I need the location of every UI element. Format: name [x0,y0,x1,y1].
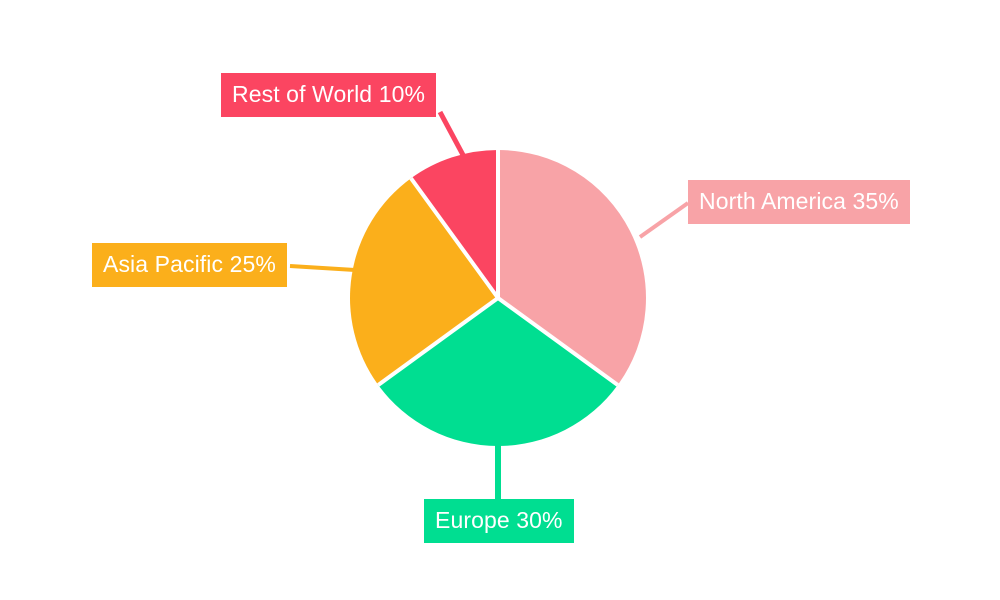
pie-slice-rest-of-world[interactable] [411,150,498,298]
pie-slices [350,150,646,446]
pie-label-rest-of-world[interactable]: Rest of World 10% [221,73,437,117]
slice-separators [377,150,619,387]
pie-label-asia-pacific[interactable]: Asia Pacific 25% [92,243,287,287]
separator-sw [377,296,500,387]
leader-line-asia-pacific [289,264,356,272]
leader-line-north-america [638,201,690,239]
separator-ne [496,296,619,387]
pie-slice-asia-pacific[interactable] [350,178,498,385]
pie-slice-north-america[interactable] [498,150,646,385]
separator-nw [409,177,500,300]
pie-label-europe[interactable]: Europe 30% [424,499,574,543]
pie-label-north-america[interactable]: North America 35% [688,180,910,224]
pie-slice-europe[interactable] [378,298,618,446]
